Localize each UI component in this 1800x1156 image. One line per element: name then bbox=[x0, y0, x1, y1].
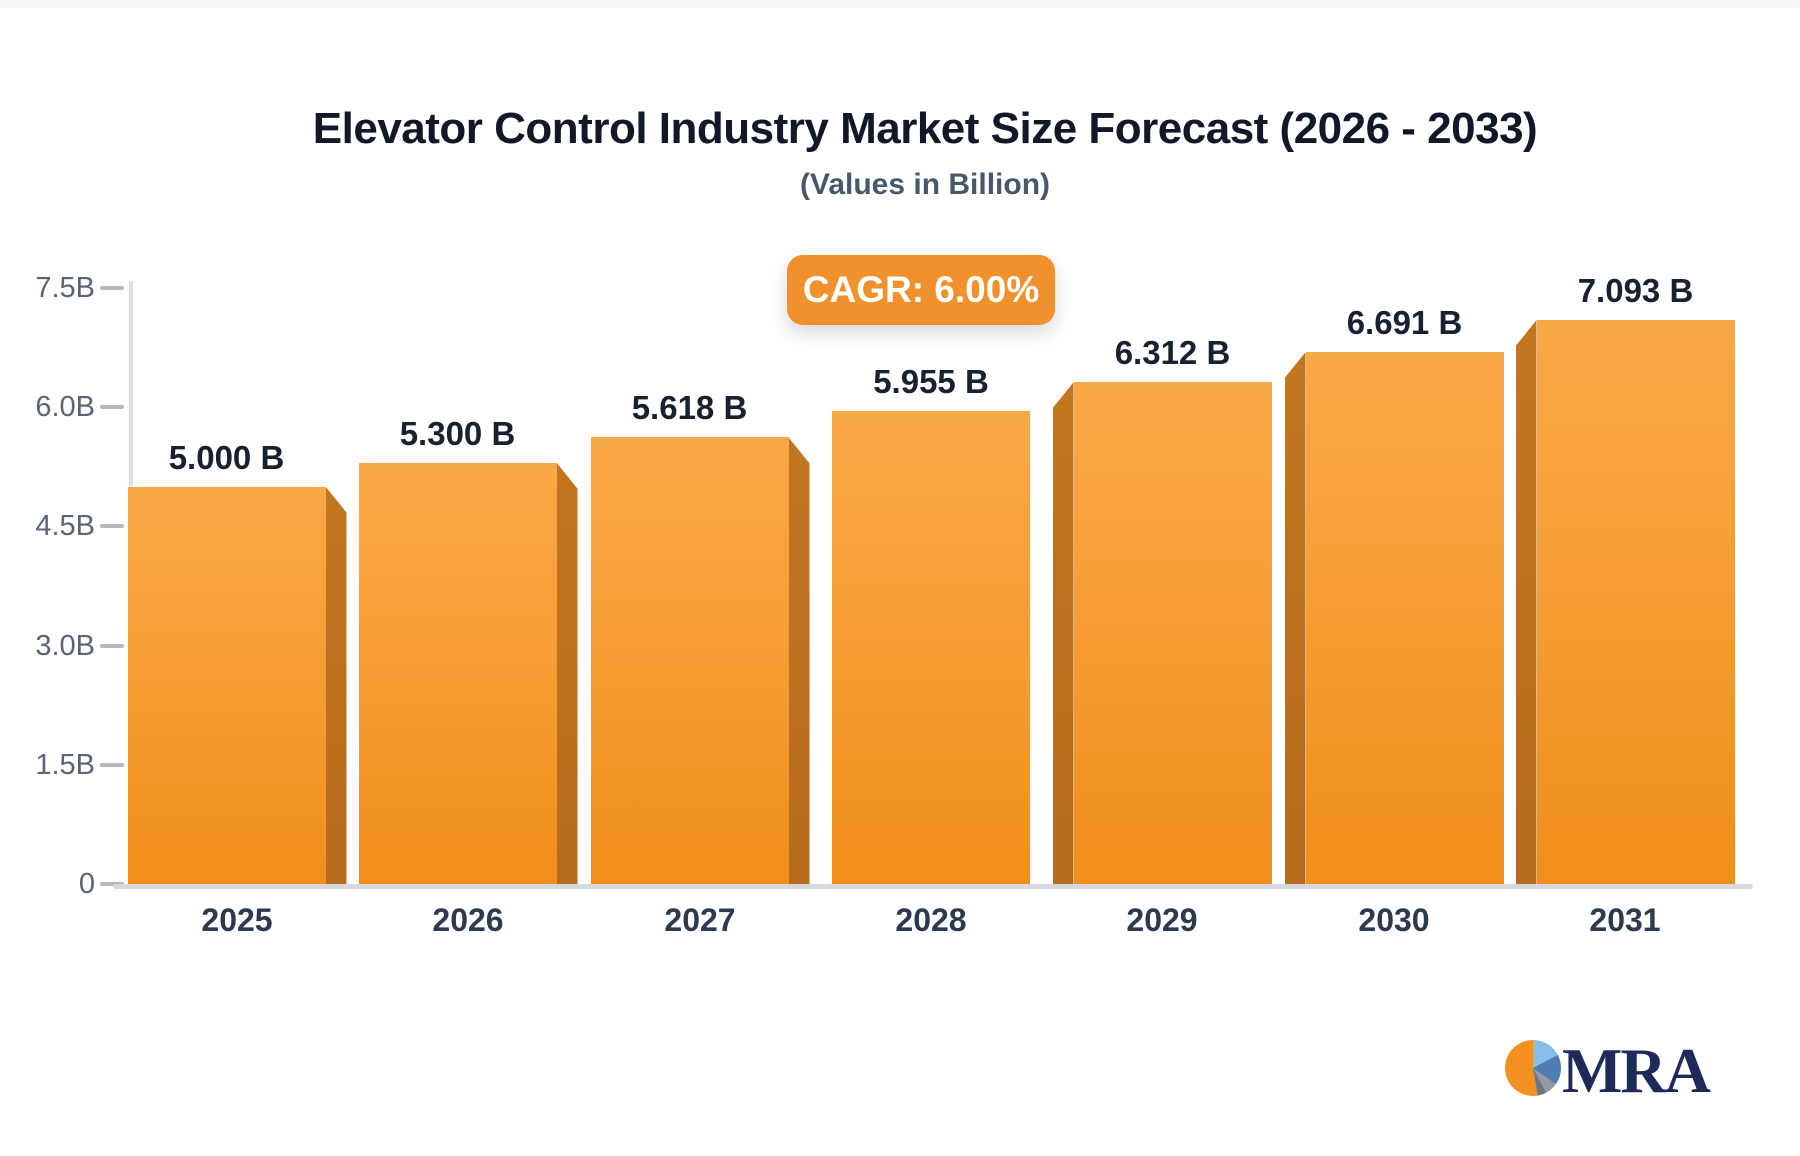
bar-value-label-2029: 6.312 B bbox=[1114, 334, 1231, 372]
y-tick-label-1.5B: 1.5B bbox=[35, 748, 95, 781]
y-tick-mark bbox=[100, 643, 124, 648]
bar-side-2029 bbox=[1052, 382, 1074, 884]
x-axis-label-2028: 2028 bbox=[895, 902, 967, 938]
bar-2025 bbox=[127, 486, 326, 884]
bar-value-label-2026: 5.300 B bbox=[399, 414, 516, 452]
y-tick-mark bbox=[100, 285, 124, 290]
bar-value-label-2031: 7.093 B bbox=[1577, 272, 1694, 310]
mra-logo: MRA bbox=[1500, 1020, 1760, 1130]
chart-title: Elevator Control Industry Market Size Fo… bbox=[312, 104, 1538, 153]
bar-2030 bbox=[1305, 352, 1504, 884]
bar-2028 bbox=[832, 410, 1030, 884]
bar-value-label-2028: 5.955 B bbox=[873, 362, 989, 400]
bar-2026 bbox=[358, 462, 557, 884]
y-tick-mark bbox=[100, 405, 124, 409]
bar-side-2031 bbox=[1515, 320, 1537, 884]
bar-side-2026 bbox=[556, 462, 578, 884]
bar-2029 bbox=[1073, 382, 1272, 884]
bar-2031 bbox=[1536, 320, 1735, 884]
pie-chart-logo-icon bbox=[1505, 1040, 1561, 1096]
cagr-badge-label: CAGR: 6.00% bbox=[802, 269, 1040, 310]
y-tick-label-7.5B: 7.5B bbox=[35, 271, 95, 304]
y-tick-mark bbox=[100, 524, 124, 529]
x-axis-label-2026: 2026 bbox=[432, 902, 504, 938]
bar-side-2025 bbox=[325, 486, 347, 884]
bar-side-2030 bbox=[1284, 352, 1306, 884]
bar-value-label-2027: 5.618 B bbox=[631, 389, 748, 427]
page-top-frame bbox=[0, 0, 1800, 8]
x-axis-label-2031: 2031 bbox=[1589, 902, 1661, 938]
bar-value-label-2025: 5.000 B bbox=[168, 438, 285, 476]
bar-side-2027 bbox=[788, 437, 810, 884]
bar-value-label-2030: 6.691 B bbox=[1346, 304, 1463, 342]
y-tick-label-4.5B: 4.5B bbox=[35, 510, 95, 543]
y-tick-mark bbox=[100, 882, 124, 886]
x-axis-baseline bbox=[113, 884, 1753, 889]
cagr-badge: CAGR: 6.00% bbox=[787, 255, 1055, 325]
y-tick-mark bbox=[100, 762, 124, 767]
logo-text: MRA bbox=[1562, 1035, 1711, 1106]
x-axis-label-2029: 2029 bbox=[1126, 902, 1198, 938]
bar-2027 bbox=[590, 437, 789, 884]
x-axis-label-2025: 2025 bbox=[201, 902, 273, 938]
x-axis-label-2030: 2030 bbox=[1358, 902, 1430, 938]
y-tick-label-6.0B: 6.0B bbox=[35, 391, 95, 423]
y-tick-label-0: 0 bbox=[78, 868, 95, 900]
chart-subtitle: (Values in Billion) bbox=[799, 168, 1051, 201]
y-tick-label-3.0B: 3.0B bbox=[35, 629, 95, 662]
x-axis-label-2027: 2027 bbox=[664, 902, 736, 938]
